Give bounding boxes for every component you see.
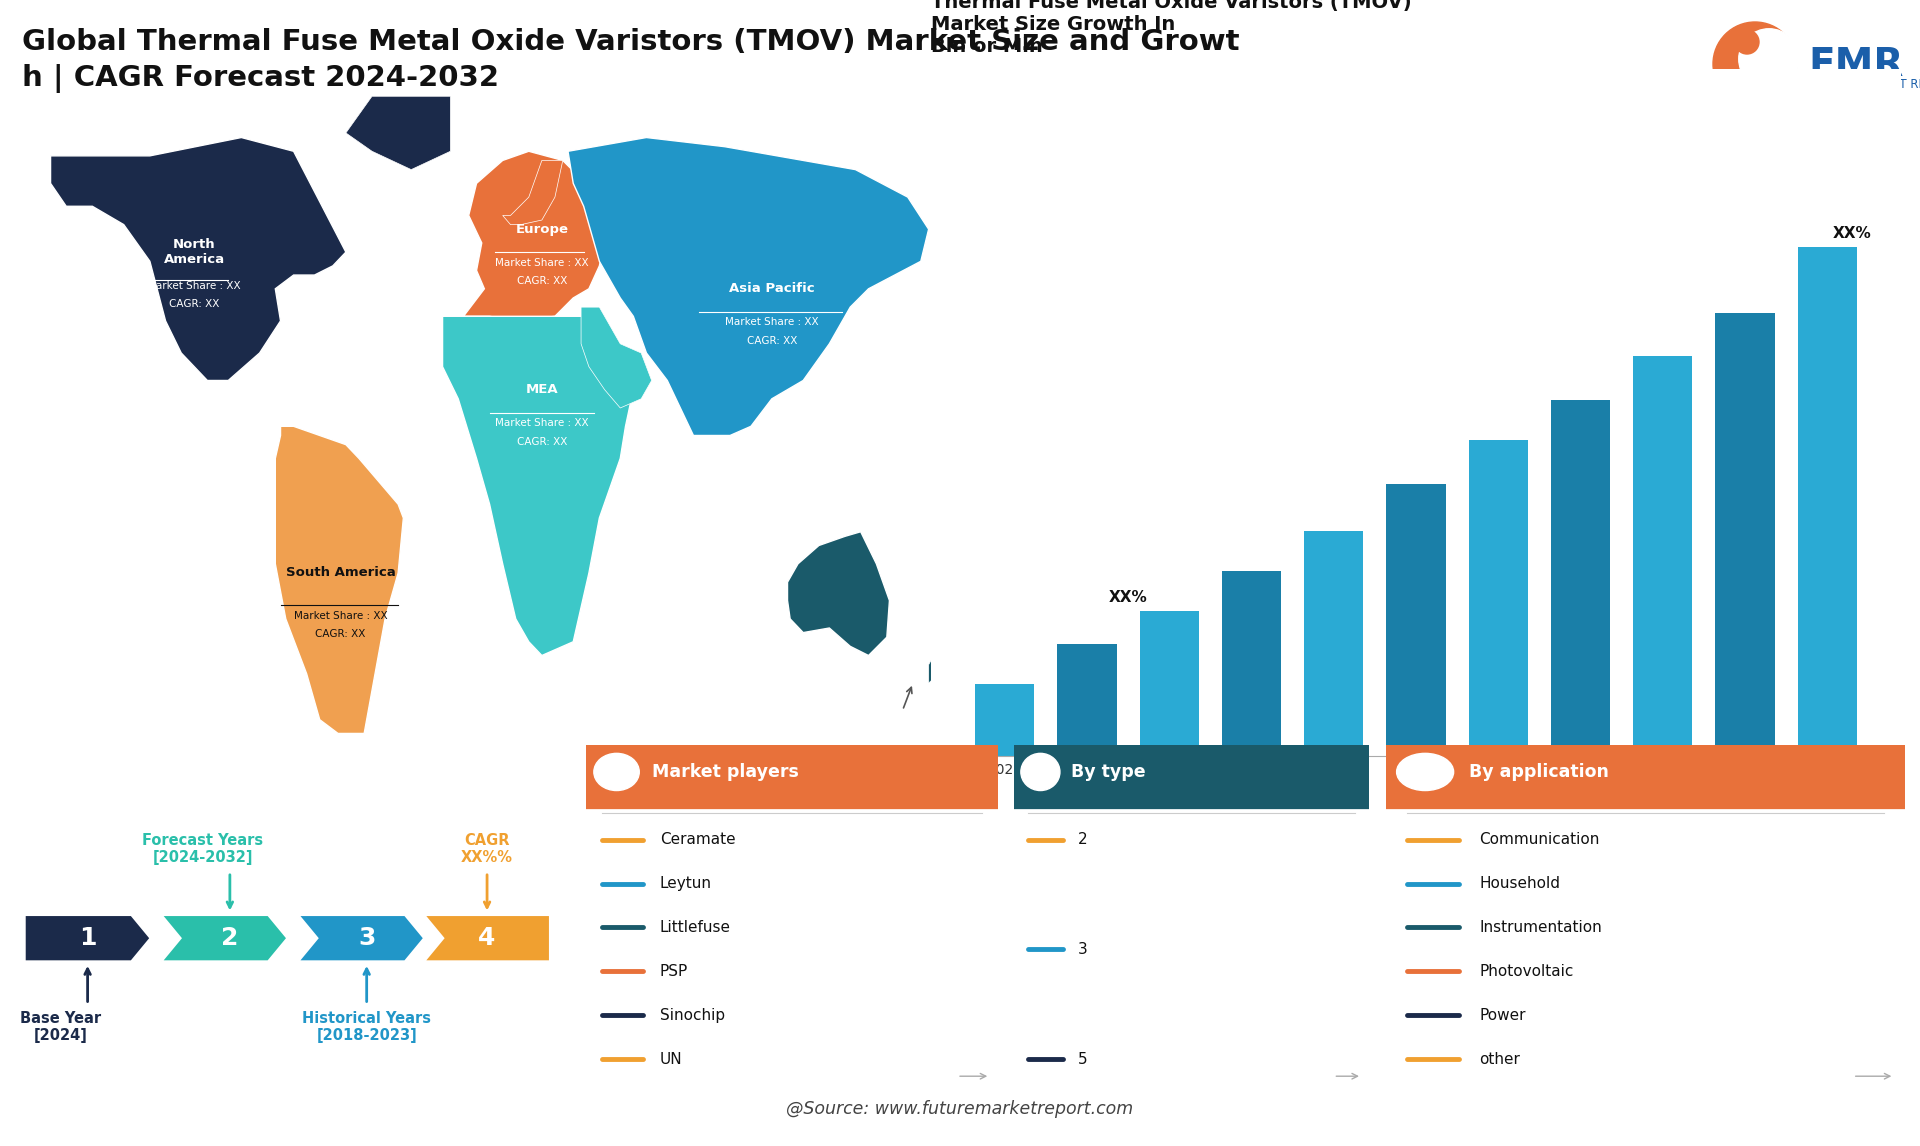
Text: CAGR: XX: CAGR: XX [516, 276, 566, 286]
FancyBboxPatch shape [1010, 799, 1373, 1086]
FancyBboxPatch shape [1380, 799, 1910, 1086]
Text: Littlefuse: Littlefuse [660, 920, 732, 935]
Text: Power: Power [1480, 1007, 1526, 1023]
Circle shape [1021, 753, 1060, 791]
Text: @Source: www.futuremarketreport.com: @Source: www.futuremarketreport.com [787, 1100, 1133, 1118]
Text: Historical Years
[2018-2023]: Historical Years [2018-2023] [301, 1011, 432, 1043]
Text: Instrumentation: Instrumentation [1480, 920, 1603, 935]
Polygon shape [929, 646, 947, 683]
Text: Photovoltaic: Photovoltaic [1480, 964, 1574, 979]
Text: South America: South America [286, 566, 396, 580]
FancyBboxPatch shape [1002, 735, 1380, 809]
Text: Communication: Communication [1480, 832, 1599, 847]
Bar [1304, 531, 1363, 756]
Text: 3: 3 [357, 926, 374, 950]
Text: CAGR: XX: CAGR: XX [747, 336, 797, 346]
Polygon shape [442, 316, 634, 656]
Text: XX%: XX% [1832, 226, 1872, 241]
Text: Asia Pacific: Asia Pacific [730, 282, 814, 296]
Text: CAGR: XX: CAGR: XX [516, 437, 566, 447]
Bar [1140, 611, 1198, 756]
Circle shape [1740, 29, 1799, 89]
Polygon shape [503, 160, 563, 225]
Polygon shape [25, 915, 150, 961]
Text: 3: 3 [1077, 942, 1087, 957]
Text: 5: 5 [1077, 1052, 1087, 1067]
Circle shape [1396, 753, 1453, 791]
Polygon shape [787, 532, 889, 656]
Text: By application: By application [1469, 763, 1609, 780]
Text: By type: By type [1071, 763, 1144, 780]
Text: North
America: North America [163, 238, 225, 266]
Polygon shape [463, 151, 607, 321]
Text: Market Share : XX: Market Share : XX [294, 611, 388, 621]
Polygon shape [424, 915, 549, 961]
Text: Household: Household [1480, 876, 1561, 890]
Bar [975, 684, 1035, 756]
Circle shape [593, 753, 639, 791]
Polygon shape [346, 96, 451, 170]
FancyBboxPatch shape [1371, 735, 1920, 809]
Bar [1058, 644, 1117, 756]
Text: Market Share : XX: Market Share : XX [726, 317, 818, 328]
Text: FUTURE MARKET REPORT: FUTURE MARKET REPORT [1809, 78, 1920, 91]
Circle shape [1736, 30, 1759, 54]
Text: UN: UN [660, 1052, 682, 1067]
Text: 2: 2 [221, 926, 238, 950]
Text: Sinochip: Sinochip [660, 1007, 726, 1023]
Text: Thermal Fuse Metal Oxide Varistors (TMOV)
Market Size Growth In
Bln or Mln: Thermal Fuse Metal Oxide Varistors (TMOV… [931, 0, 1411, 56]
Bar [1221, 571, 1281, 756]
FancyBboxPatch shape [574, 735, 1010, 809]
Polygon shape [298, 915, 424, 961]
Text: XX%: XX% [1110, 590, 1148, 605]
Text: Global Thermal Fuse Metal Oxide Varistors (TMOV) Market Size and Growt: Global Thermal Fuse Metal Oxide Varistor… [21, 28, 1240, 56]
Bar [1469, 440, 1528, 756]
Bar [1715, 313, 1774, 756]
Bar [1386, 484, 1446, 756]
Bar [1634, 356, 1692, 756]
Text: Market Share : XX: Market Share : XX [495, 418, 589, 429]
Text: Base Year
[2024]: Base Year [2024] [19, 1011, 102, 1043]
Text: PSP: PSP [660, 964, 687, 979]
Text: Europe: Europe [515, 222, 568, 236]
Text: 1: 1 [79, 926, 96, 950]
Circle shape [1713, 22, 1797, 105]
Text: CAGR
XX%%: CAGR XX%% [461, 833, 513, 865]
Text: Market Share : XX: Market Share : XX [148, 281, 242, 291]
Text: CAGR: XX: CAGR: XX [315, 629, 367, 639]
Text: 4: 4 [478, 926, 495, 950]
Text: 2: 2 [1077, 832, 1087, 847]
FancyBboxPatch shape [582, 799, 1002, 1086]
Polygon shape [568, 138, 929, 435]
Bar [1797, 248, 1857, 756]
Text: Forecast Years
[2024-2032]: Forecast Years [2024-2032] [142, 833, 263, 865]
Polygon shape [582, 307, 651, 408]
Polygon shape [275, 426, 403, 733]
Text: MEA: MEA [526, 383, 559, 397]
Text: FMR: FMR [1809, 46, 1903, 84]
Text: Market Share : XX: Market Share : XX [495, 258, 589, 268]
Text: Market players: Market players [651, 763, 799, 780]
Text: CAGR: XX: CAGR: XX [169, 299, 219, 309]
Polygon shape [50, 138, 346, 380]
Text: h | CAGR Forecast 2024-2032: h | CAGR Forecast 2024-2032 [21, 64, 499, 93]
Text: Leytun: Leytun [660, 876, 712, 890]
Bar [1551, 400, 1611, 756]
Text: Ceramate: Ceramate [660, 832, 735, 847]
Polygon shape [161, 915, 288, 961]
Text: other: other [1480, 1052, 1521, 1067]
